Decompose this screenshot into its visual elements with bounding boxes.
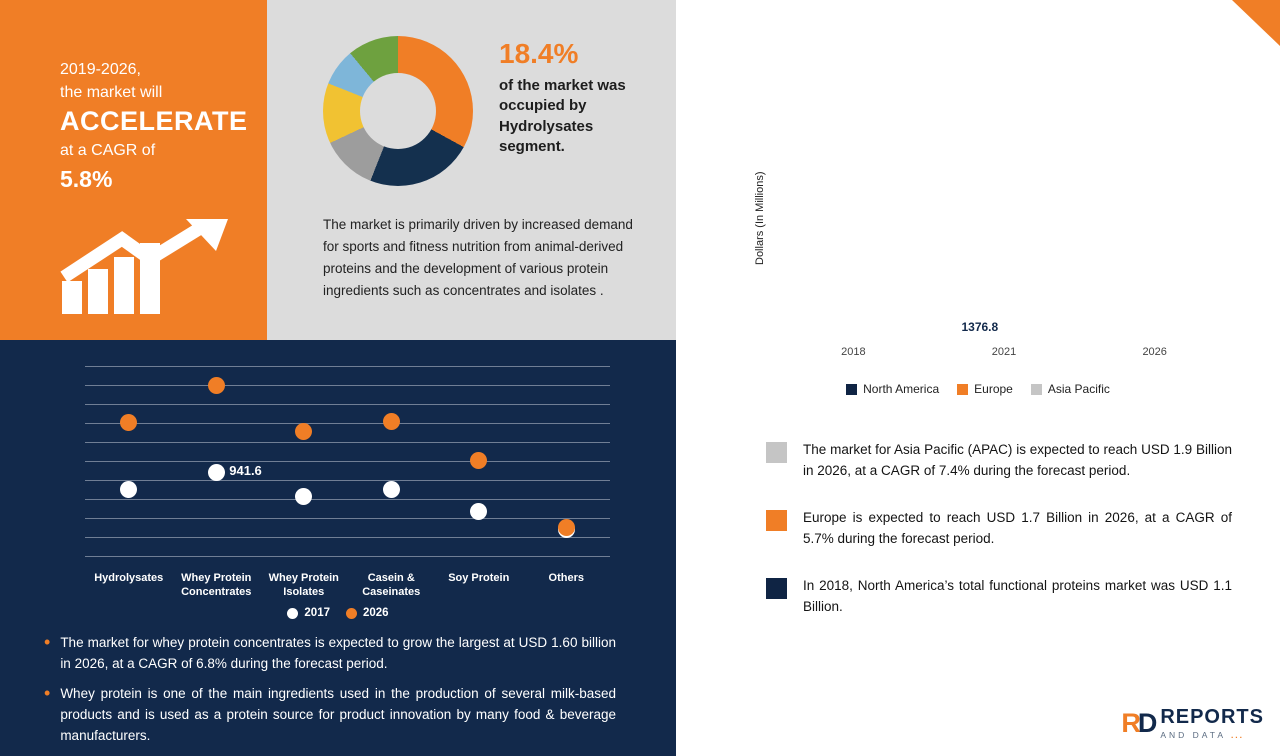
bar-legend: North America Europe Asia Pacific	[676, 382, 1280, 396]
right-bullet-item: In 2018, North America’s total functiona…	[766, 576, 1232, 618]
dotplot-category-label: Others	[548, 571, 584, 584]
bar-chart-main: 1376.8 2018 2021 2026	[778, 78, 1230, 358]
hydrolysates-stat: 18.4% of the market was occupied by Hydr…	[499, 36, 634, 157]
stat-percentage: 18.4%	[499, 38, 579, 69]
market-driver-paragraph: The market is primarily driven by increa…	[323, 217, 633, 298]
dot-2026-4	[470, 452, 488, 470]
left-bullet-item: • The market for whey protein concentrat…	[44, 633, 616, 675]
legend-item-2026: 2026	[346, 607, 389, 619]
right-bullet-text: In 2018, North America’s total functiona…	[803, 577, 1232, 614]
legend-marker-icon	[1030, 383, 1042, 395]
right-bullet-item: The market for Asia Pacific (APAC) is ex…	[766, 440, 1232, 482]
dotplot-category-label: Casein & Caseinates	[362, 571, 421, 599]
right-bullet-list: The market for Asia Pacific (APAC) is ex…	[766, 440, 1232, 618]
legend-label: Europe	[974, 382, 1013, 396]
logo-dots: ...	[1230, 730, 1245, 740]
dot-2026-0	[120, 414, 138, 432]
right-column: Dollars (In Millions) 1376.8 2018 2021 202…	[676, 0, 1280, 756]
legend-marker-icon	[346, 607, 357, 619]
logo-letter-r: R	[1121, 708, 1140, 738]
legend-marker-icon	[846, 383, 858, 395]
left-bullet-item: • Whey protein is one of the main ingred…	[44, 683, 616, 747]
legend-item-2017: 2017	[287, 607, 330, 619]
donut-chart	[323, 36, 473, 186]
bar-value-label: 1376.8	[961, 320, 999, 334]
legend-item-north-america: North America	[846, 382, 939, 396]
dot-2026-3	[382, 412, 400, 430]
logo-subtitle-text: AND DATA	[1160, 730, 1226, 740]
dot-2026-2	[295, 423, 313, 441]
dotplot-area: 941.6	[85, 365, 610, 557]
donut-row: 18.4% of the market was occupied by Hydr…	[323, 36, 646, 186]
legend-item-asia-pacific: Asia Pacific	[1030, 382, 1110, 396]
dotplot-category-label: Soy Protein	[448, 571, 510, 584]
donut-hole	[360, 73, 436, 149]
left-column: 2019-2026, the market will ACCELERATE at…	[0, 0, 676, 756]
dot-2026-1	[207, 377, 225, 395]
promo-accelerate: ACCELERATE	[60, 106, 248, 137]
left-bullet-text: Whey protein is one of the main ingredie…	[60, 686, 616, 744]
bar-x-tick: 2021	[991, 346, 1017, 358]
dotplot-legend: 2017 2026	[0, 607, 676, 619]
dot-2017-4	[470, 503, 488, 521]
dot-2026-5	[557, 519, 575, 537]
right-bullet-item: Europe is expected to reach USD 1.7 Bill…	[766, 508, 1232, 550]
bar-x-ticks: 2018 2021 2026	[778, 346, 1230, 358]
corner-accent	[1232, 0, 1280, 46]
legend-item-europe: Europe	[957, 382, 1013, 396]
bar-x-tick: 2026	[1142, 346, 1167, 358]
apac-swatch	[766, 442, 787, 463]
bullet-marker-icon: •	[44, 683, 51, 704]
legend-label: 2017	[304, 607, 330, 620]
left-bullet-text: The market for whey protein concentrates…	[60, 635, 616, 672]
dot-2017-0	[120, 481, 138, 499]
logo-text: REPORTS AND DATA ...	[1160, 707, 1264, 740]
legend-label: North America	[863, 382, 940, 396]
growth-arrow-icon	[60, 218, 249, 319]
left-bullet-list: • The market for whey protein concentrat…	[44, 633, 616, 747]
dot-2017-1	[207, 463, 225, 481]
promo-years: 2019-2026,	[60, 61, 141, 78]
top-row: 2019-2026, the market will ACCELERATE at…	[0, 0, 676, 340]
legend-label: Asia Pacific	[1047, 382, 1110, 396]
dotplot-category-label: Hydrolysates	[94, 571, 164, 584]
dotplot-value-label: 941.6	[229, 463, 262, 479]
legend-marker-icon	[287, 607, 299, 619]
segment-panel: 941.6 Hydrolysates Whey Protein Concentra…	[0, 339, 676, 756]
stat-caption: of the market was occupied by Hydrolysat…	[499, 77, 626, 155]
promo-line: the market will	[60, 84, 163, 102]
logo-icon: RD	[1121, 708, 1157, 738]
north-america-swatch	[766, 577, 787, 599]
dot-2017-2	[295, 488, 313, 506]
right-bullet-text: The market for Asia Pacific (APAC) is ex…	[803, 442, 1232, 478]
bar-plot: 1376.8	[778, 78, 1230, 338]
regional-bar-chart: Dollars (In Millions) 1376.8 2018 2021 202…	[754, 78, 1230, 358]
donut-panel: 18.4% of the market was occupied by Hydr…	[267, 0, 676, 340]
cagr-panel: 2019-2026, the market will ACCELERATE at…	[0, 0, 267, 340]
bullet-marker-icon: •	[44, 632, 51, 653]
dot-2017-3	[382, 481, 400, 499]
dotplot-categories: Hydrolysates Whey Protein Concentrates Whe…	[85, 571, 610, 600]
logo-letter-d: D	[1137, 708, 1157, 738]
bar-x-tick: 2018	[841, 346, 866, 358]
promo-cagr-value: 5.8%	[60, 165, 113, 192]
right-bullet-text: Europe is expected to reach USD 1.7 Bill…	[803, 509, 1232, 546]
dotplot-category-label: Whey Protein Isolates	[268, 571, 339, 599]
reports-and-data-logo: RD REPORTS AND DATA ...	[1121, 707, 1264, 740]
europe-swatch	[766, 509, 787, 531]
bar-y-axis-label: Dollars (In Millions)	[754, 171, 766, 265]
logo-subtitle: AND DATA ...	[1160, 730, 1264, 740]
dotplot-category-label: Whey Protein Concentrates	[181, 571, 252, 599]
logo-wordmark: REPORTS	[1160, 706, 1264, 728]
legend-label: 2026	[363, 607, 389, 620]
promo-cagr-label: at a CAGR of	[60, 142, 156, 160]
legend-marker-icon	[957, 383, 969, 395]
